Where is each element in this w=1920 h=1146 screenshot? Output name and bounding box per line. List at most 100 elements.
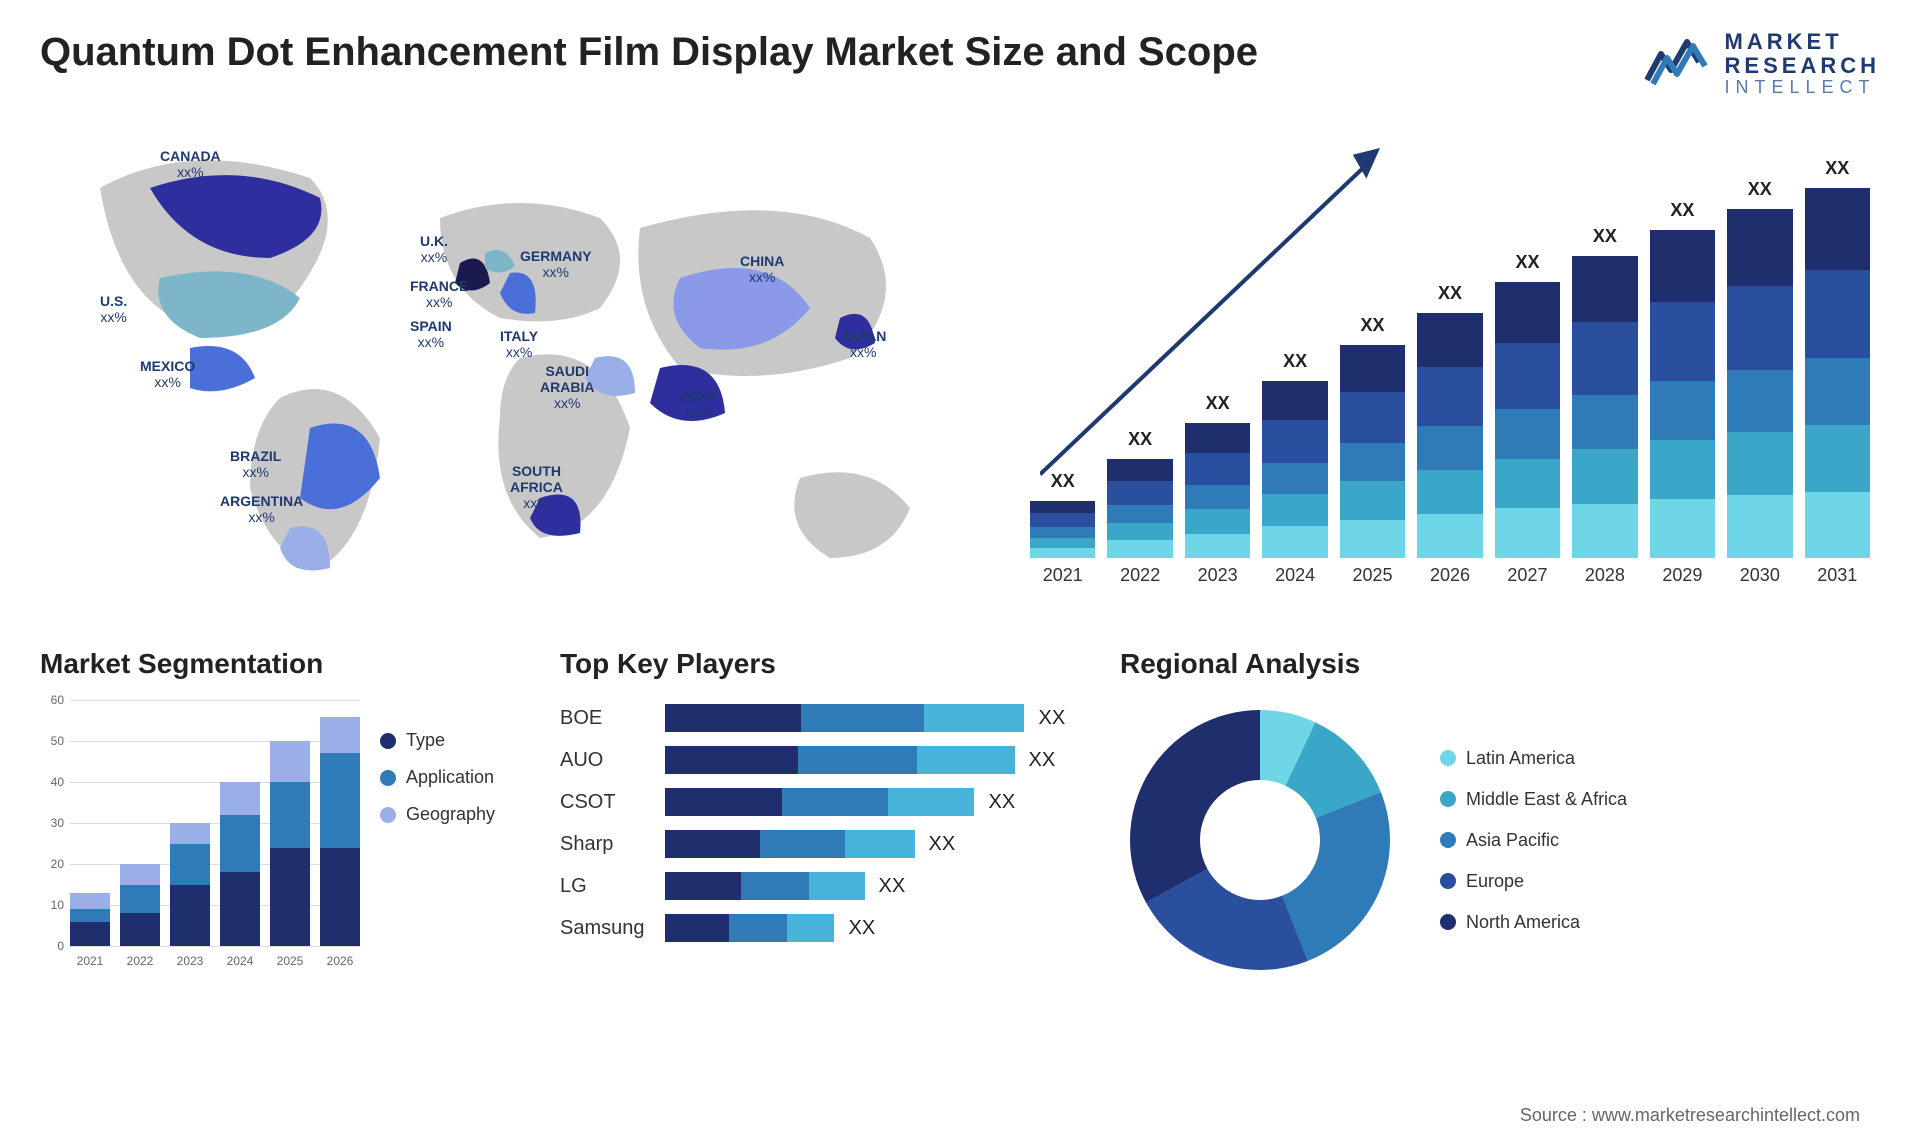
growth-bar-label: XX	[1340, 315, 1405, 336]
legend-item: Geography	[380, 804, 495, 825]
world-map-panel: CANADAxx% U.S.xx% MEXICOxx% BRAZILxx% ARGENT…	[40, 128, 960, 598]
growth-bar-label: XX	[1262, 351, 1327, 372]
map-label: ITALYxx%	[500, 328, 538, 360]
growth-bar-label: XX	[1805, 158, 1870, 179]
map-label: GERMANYxx%	[520, 248, 592, 280]
legend-dot-icon	[1440, 791, 1456, 807]
source-attribution: Source : www.marketresearchintellect.com	[1520, 1105, 1860, 1126]
regional-legend: Latin America Middle East & Africa Asia Pa…	[1440, 748, 1627, 933]
legend-dot-icon	[380, 733, 396, 749]
growth-bar: XX	[1650, 230, 1715, 558]
bottom-row: Market Segmentation 0102030405060 202120…	[40, 648, 1880, 980]
map-label: FRANCExx%	[410, 278, 468, 310]
players-labels: BOE AUO CSOT Sharp LG Samsung	[560, 700, 645, 942]
player-label: Samsung	[560, 914, 645, 942]
growth-bar-label: XX	[1727, 179, 1792, 200]
map-label: SOUTHAFRICAxx%	[510, 463, 563, 511]
growth-bar: XX	[1495, 282, 1560, 558]
players-title: Top Key Players	[560, 648, 1080, 680]
map-label: SPAINxx%	[410, 318, 452, 350]
top-row: CANADAxx% U.S.xx% MEXICOxx% BRAZILxx% ARGENT…	[40, 128, 1880, 598]
player-row: XX	[665, 788, 1081, 816]
growth-bar-label: XX	[1030, 471, 1095, 492]
players-bars: XXXXXXXXXXXX	[665, 700, 1081, 942]
legend-dot-icon	[380, 770, 396, 786]
map-label: MEXICOxx%	[140, 358, 195, 390]
player-label: BOE	[560, 704, 645, 732]
donut-hole	[1200, 780, 1320, 900]
legend-dot-icon	[1440, 832, 1456, 848]
map-label: U.S.xx%	[100, 293, 127, 325]
page-title: Quantum Dot Enhancement Film Display Mar…	[40, 30, 1258, 75]
segmentation-bar	[170, 823, 210, 946]
growth-chart: XXXXXXXXXXXXXXXXXXXXXX 20212022202320242…	[1020, 128, 1880, 598]
segmentation-bar	[270, 741, 310, 946]
growth-bar: XX	[1262, 381, 1327, 558]
player-value: XX	[929, 833, 956, 856]
segmentation-bar	[70, 893, 110, 946]
map-label: INDIAxx%	[680, 388, 718, 420]
legend-item: Europe	[1440, 871, 1627, 892]
growth-bar: XX	[1340, 345, 1405, 559]
growth-bar: XX	[1185, 423, 1250, 558]
player-row: XX	[665, 704, 1081, 732]
regional-donut-chart	[1120, 700, 1400, 980]
growth-bar-label: XX	[1107, 429, 1172, 450]
growth-bar-label: XX	[1650, 200, 1715, 221]
growth-bar: XX	[1572, 256, 1637, 558]
regional-panel: Regional Analysis Latin America Middle Ea…	[1120, 648, 1880, 980]
map-label: U.K.xx%	[420, 233, 448, 265]
segmentation-legend: Type Application Geography	[380, 700, 495, 970]
player-value: XX	[849, 917, 876, 940]
legend-dot-icon	[1440, 873, 1456, 889]
player-label: Sharp	[560, 830, 645, 858]
segmentation-panel: Market Segmentation 0102030405060 202120…	[40, 648, 520, 980]
player-row: XX	[665, 914, 1081, 942]
growth-bar-label: XX	[1572, 226, 1637, 247]
growth-bar-label: XX	[1417, 283, 1482, 304]
map-label: SAUDIARABIAxx%	[540, 363, 594, 411]
legend-item: Middle East & Africa	[1440, 789, 1627, 810]
growth-bar-label: XX	[1495, 252, 1560, 273]
player-value: XX	[879, 875, 906, 898]
growth-chart-panel: XXXXXXXXXXXXXXXXXXXXXX 20212022202320242…	[1020, 128, 1880, 598]
map-label: CANADAxx%	[160, 148, 221, 180]
legend-item: Type	[380, 730, 495, 751]
player-row: XX	[665, 872, 1081, 900]
header: Quantum Dot Enhancement Film Display Mar…	[40, 30, 1880, 98]
growth-bar: XX	[1805, 188, 1870, 558]
logo-text: MARKET RESEARCH INTELLECT	[1725, 30, 1880, 98]
player-row: XX	[665, 746, 1081, 774]
player-label: LG	[560, 872, 645, 900]
player-value: XX	[989, 791, 1016, 814]
growth-bar: XX	[1030, 501, 1095, 558]
player-row: XX	[665, 830, 1081, 858]
segmentation-bar	[220, 782, 260, 946]
player-value: XX	[1039, 707, 1066, 730]
legend-item: Latin America	[1440, 748, 1627, 769]
legend-dot-icon	[380, 807, 396, 823]
player-value: XX	[1029, 749, 1056, 772]
segmentation-chart: 0102030405060 202120222023202420252026	[40, 700, 360, 970]
logo: MARKET RESEARCH INTELLECT	[1643, 30, 1880, 98]
player-label: AUO	[560, 746, 645, 774]
player-label: CSOT	[560, 788, 645, 816]
segmentation-bar	[320, 717, 360, 947]
growth-bar-label: XX	[1185, 393, 1250, 414]
legend-item: Application	[380, 767, 495, 788]
legend-dot-icon	[1440, 914, 1456, 930]
players-panel: Top Key Players BOE AUO CSOT Sharp LG Samsung…	[560, 648, 1080, 980]
map-label: ARGENTINAxx%	[220, 493, 303, 525]
map-label: CHINAxx%	[740, 253, 784, 285]
legend-item: Asia Pacific	[1440, 830, 1627, 851]
logo-mark-icon	[1643, 36, 1715, 92]
map-label: JAPANxx%	[840, 328, 886, 360]
legend-dot-icon	[1440, 750, 1456, 766]
growth-bar: XX	[1727, 209, 1792, 558]
segmentation-bar	[120, 864, 160, 946]
growth-bar: XX	[1107, 459, 1172, 558]
growth-bar: XX	[1417, 313, 1482, 558]
segmentation-title: Market Segmentation	[40, 648, 520, 680]
map-label: BRAZILxx%	[230, 448, 281, 480]
regional-title: Regional Analysis	[1120, 648, 1880, 680]
